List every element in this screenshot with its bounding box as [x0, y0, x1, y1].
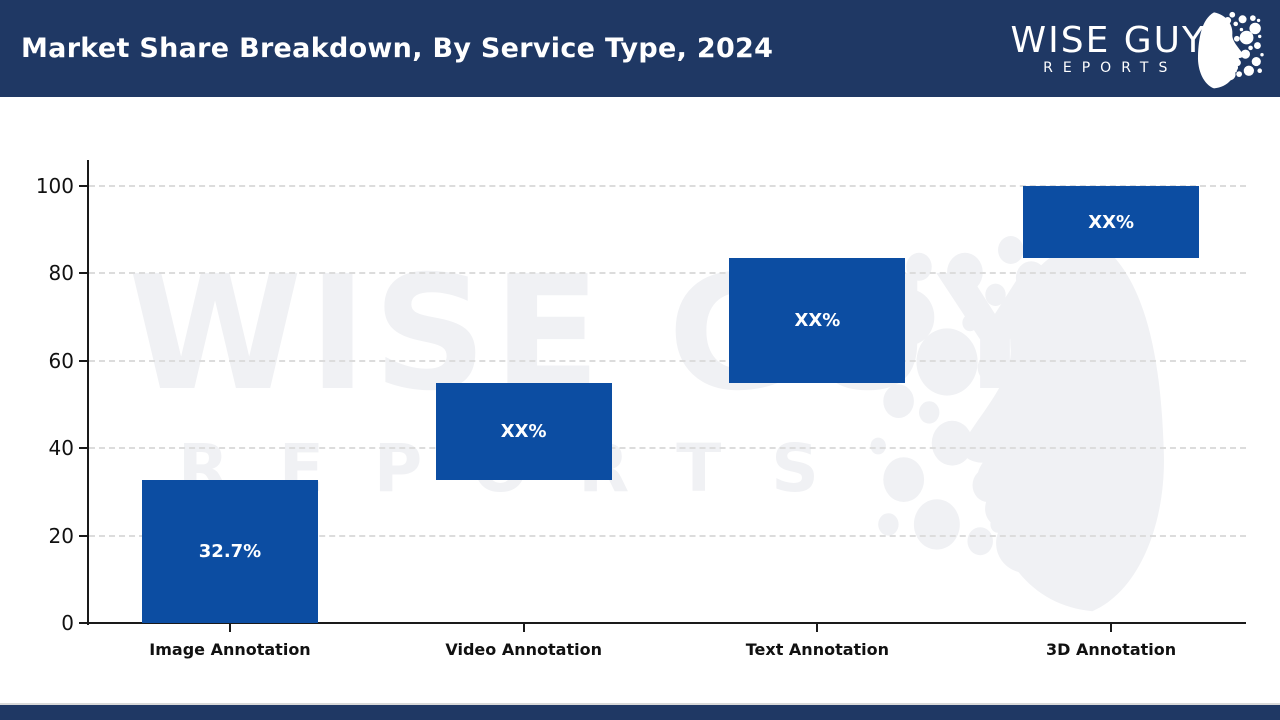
category-label-4: 3D Annotation	[1046, 640, 1177, 659]
bar-value-label: XX%	[794, 309, 841, 331]
x-tick-mark-3	[816, 624, 819, 632]
category-label-2: Video Annotation	[445, 640, 602, 659]
y-tick-label-100: 100	[35, 174, 74, 198]
category-label-1: Image Annotation	[149, 640, 311, 659]
logo-wordmark: WISE GUY	[1010, 19, 1206, 61]
x-tick-mark-1	[229, 624, 231, 632]
bar-video-annotation: XX%	[435, 382, 612, 481]
bar-value-label: 32.7%	[198, 541, 262, 563]
y-tick-label-40: 40	[48, 436, 74, 461]
y-tick-label-80: 80	[48, 261, 74, 286]
footer-divider	[0, 703, 1280, 705]
y-tick-mark-60	[79, 359, 87, 362]
y-tick-mark-40	[79, 447, 87, 450]
chart-title: Market Share Breakdown, By Service Type,…	[21, 33, 774, 64]
x-axis-line	[87, 622, 1246, 624]
header-bar: Market Share Breakdown, By Service Type,…	[0, 0, 1280, 97]
bar-value-label: XX%	[1088, 211, 1134, 233]
logo-dot-head-icon	[1192, 9, 1268, 89]
logo-reports-text: REPORTS	[1043, 60, 1178, 77]
bar-text-annotation: XX%	[729, 258, 906, 383]
y-tick-mark-20	[79, 534, 87, 537]
gridline-40	[89, 447, 1246, 450]
wise-guy-reports-logo: WISE GUY REPORTS	[1011, 7, 1269, 91]
x-tick-mark-4	[1110, 624, 1113, 632]
footer-bar	[0, 705, 1280, 720]
y-tick-label-20: 20	[48, 523, 74, 548]
logo-text: WISE GUY REPORTS	[1010, 19, 1207, 77]
y-tick-mark-0	[79, 622, 87, 624]
y-tick-label-0: 0	[61, 611, 74, 635]
y-tick-label-60: 60	[48, 348, 74, 373]
gridline-100	[89, 185, 1246, 187]
y-tick-mark-100	[79, 185, 87, 187]
gridline-60	[89, 359, 1246, 362]
bar-3d-annotation: XX%	[1023, 186, 1200, 259]
bar-image-annotation: 32.7%	[142, 480, 318, 623]
watermark-dot-head-icon	[870, 236, 1164, 612]
x-tick-mark-2	[522, 624, 525, 632]
gridline-20	[89, 534, 1246, 537]
category-label-3: Text Annotation	[745, 640, 890, 659]
y-axis-line	[87, 160, 89, 625]
gridline-80	[89, 272, 1246, 275]
bar-value-label: XX%	[500, 420, 547, 442]
y-tick-mark-80	[79, 272, 87, 275]
